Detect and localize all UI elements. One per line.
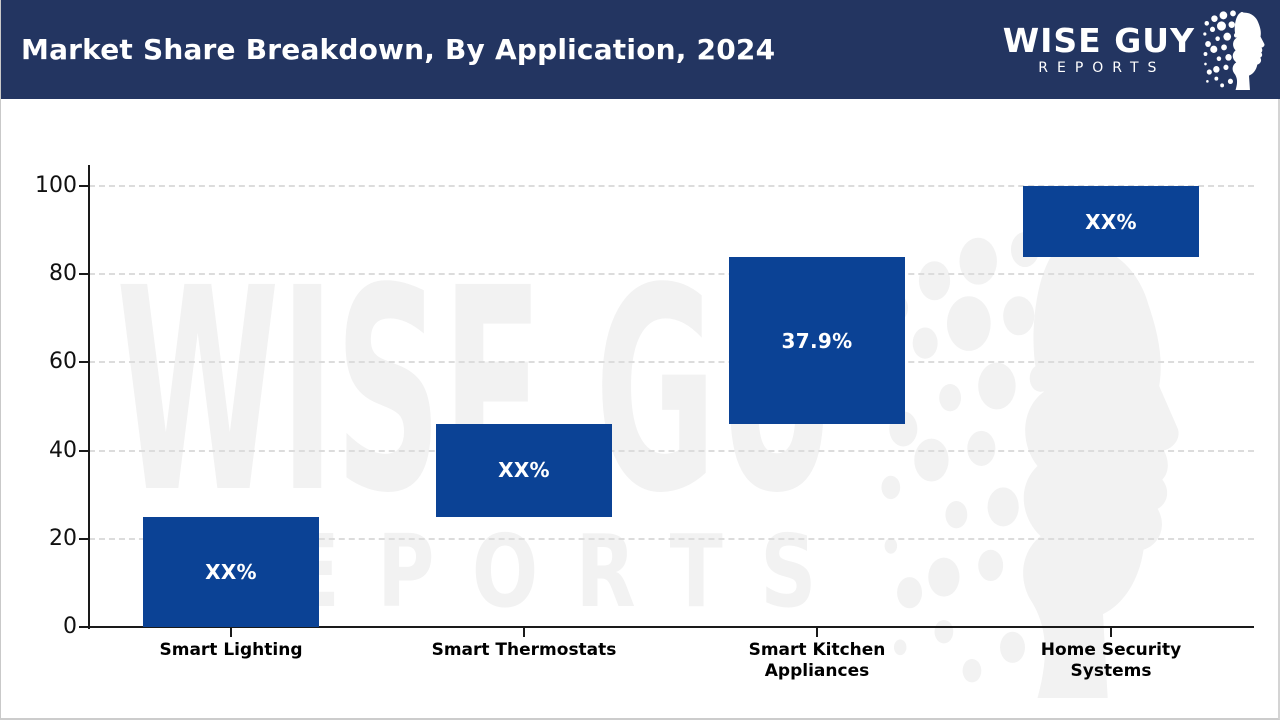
x-category-label: Smart Lighting — [159, 640, 303, 660]
x-category-label: Home Security Systems — [1040, 640, 1182, 682]
header: Market Share Breakdown, By Application, … — [1, 0, 1280, 99]
y-tick-label-80: 80 — [49, 261, 77, 287]
x-tick-3 — [816, 628, 818, 637]
waterfall-bar-4: XX% — [1023, 186, 1199, 257]
x-axis-line — [88, 626, 1254, 628]
bar-value-label: XX% — [1085, 209, 1137, 234]
y-tick-label-100: 100 — [35, 173, 77, 198]
y-tick-label-60: 60 — [49, 349, 77, 375]
y-tick-label-0: 0 — [63, 614, 77, 639]
brand-text: WISE GUY REPORTS — [1003, 24, 1195, 75]
brand-name: WISE GUY — [1002, 21, 1195, 60]
y-tick-60 — [79, 361, 89, 364]
x-category-label: Smart Thermostats — [431, 640, 617, 660]
x-tick-2 — [523, 628, 525, 637]
gridline-20 — [89, 537, 1254, 540]
x-tick-1 — [230, 628, 232, 637]
waterfall-bar-2: XX% — [436, 424, 612, 517]
page-title: Market Share Breakdown, By Application, … — [21, 33, 776, 66]
bar-value-label: 37.9% — [781, 328, 853, 353]
bar-value-label: XX% — [498, 458, 550, 483]
gridline-100 — [89, 185, 1254, 187]
x-tick-4 — [1110, 628, 1112, 637]
brand-logo: WISE GUY REPORTS — [1003, 0, 1265, 99]
bar-value-label: XX% — [205, 559, 257, 584]
y-tick-100 — [79, 185, 89, 187]
y-axis-line — [88, 165, 90, 629]
brand-subtitle: REPORTS — [1038, 60, 1166, 76]
waterfall-bar-3: 37.9% — [729, 257, 905, 425]
y-tick-40 — [79, 449, 89, 452]
y-tick-label-20: 20 — [49, 525, 77, 551]
y-tick-20 — [79, 537, 89, 540]
waterfall-bar-1: XX% — [143, 516, 319, 627]
gridline-60 — [89, 361, 1254, 364]
y-tick-80 — [79, 273, 89, 276]
gridline-80 — [89, 273, 1254, 276]
y-tick-label-40: 40 — [49, 437, 77, 463]
x-category-label: Smart Kitchen Appliances — [748, 640, 886, 682]
y-tick-0 — [79, 626, 89, 628]
gridline-40 — [89, 449, 1254, 452]
